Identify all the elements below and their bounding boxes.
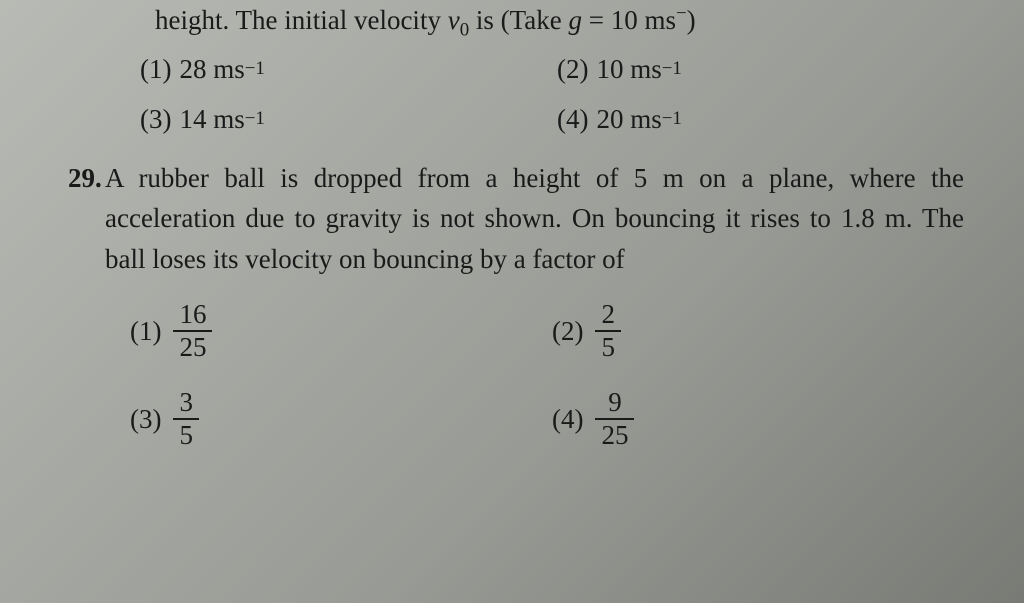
fraction: 2 5 [595,301,621,361]
options-grid-q29: (1) 16 25 (2) 2 5 (3) 3 5 (4) 9 25 [50,301,974,449]
text-fragment: ) [687,5,696,35]
numerator: 9 [602,389,628,418]
option-2: (2) 10 ms−1 [557,49,974,90]
question-text: A rubber ball is dropped from a height o… [105,158,974,280]
fraction: 16 25 [173,301,212,361]
denominator: 25 [173,330,212,361]
subscript-0: 0 [460,19,469,40]
option-number: (4) [557,99,588,140]
option-value: 14 ms [179,99,244,140]
option-1: (1) 16 25 [130,301,552,361]
option-3: (3) 14 ms−1 [140,99,557,140]
option-number: (3) [130,399,161,440]
option-1: (1) 28 ms−1 [140,49,557,90]
text-fragment: = 10 ms [582,5,676,35]
partial-question-text: height. The initial velocity v0 is (Take… [50,0,974,41]
question-29: 29. A rubber ball is dropped from a heig… [50,158,974,280]
variable-v: v [448,5,460,35]
page-content: height. The initial velocity v0 is (Take… [50,0,974,449]
option-value: 28 ms [179,49,244,90]
exponent: − [676,3,687,24]
option-number: (1) [130,311,161,352]
option-2: (2) 2 5 [552,301,974,361]
denominator: 5 [173,418,199,449]
option-number: (4) [552,399,583,440]
variable-g: g [568,5,582,35]
question-number: 29. [50,158,105,280]
numerator: 3 [173,389,199,418]
denominator: 5 [595,330,621,361]
option-4: (4) 9 25 [552,389,974,449]
denominator: 25 [595,418,634,449]
fraction: 3 5 [173,389,199,449]
option-number: (1) [140,49,171,90]
fraction: 9 25 [595,389,634,449]
options-grid-prev: (1) 28 ms−1 (2) 10 ms−1 (3) 14 ms−1 (4) … [50,49,974,140]
text-fragment: is (Take [469,5,568,35]
numerator: 2 [595,301,621,330]
option-number: (2) [557,49,588,90]
option-number: (2) [552,311,583,352]
numerator: 16 [173,301,212,330]
option-value: 10 ms [596,49,661,90]
option-number: (3) [140,99,171,140]
option-4: (4) 20 ms−1 [557,99,974,140]
text-fragment: height. The initial velocity [155,5,448,35]
option-value: 20 ms [596,99,661,140]
option-3: (3) 3 5 [130,389,552,449]
